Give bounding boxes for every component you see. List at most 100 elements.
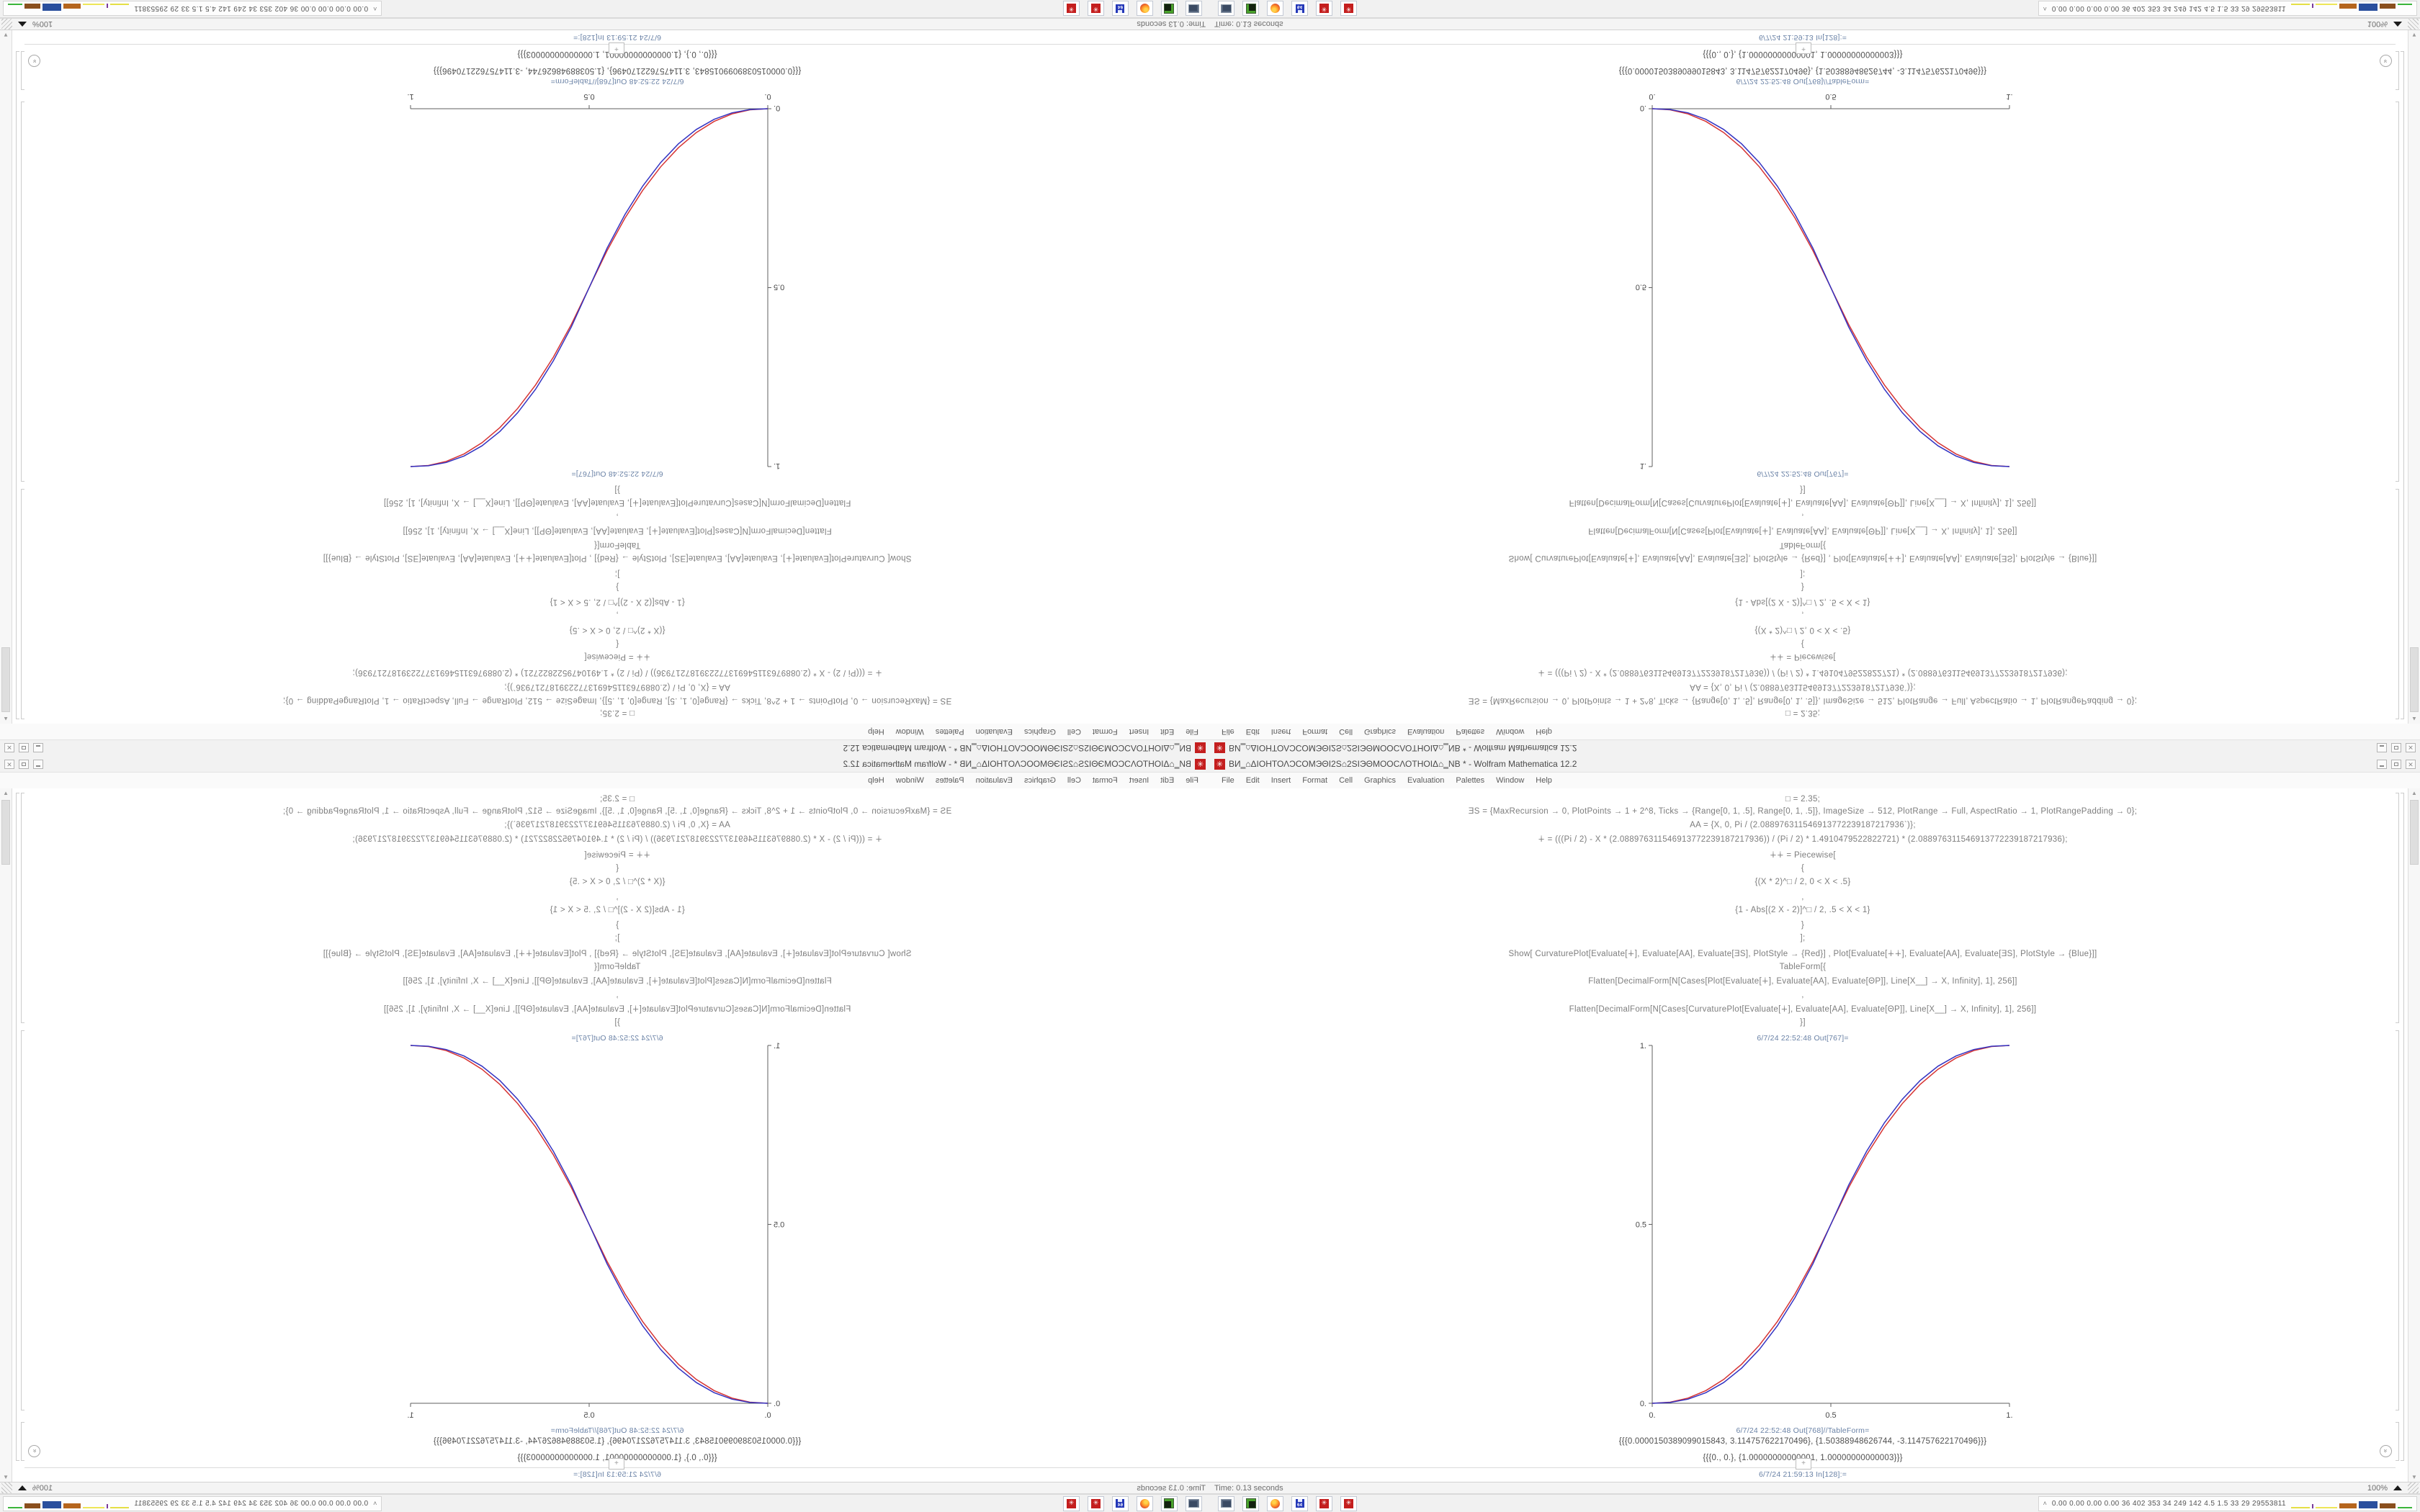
code-line[interactable]: {(X * 2)^□ / 2, 0 < X < .5} xyxy=(569,878,666,886)
menu-edit[interactable]: Edit xyxy=(1245,727,1260,736)
code-line[interactable]: } xyxy=(615,921,619,930)
taskbar-button[interactable] xyxy=(1242,1,1259,17)
menu-cell[interactable]: Cell xyxy=(1339,776,1353,785)
scroll-up-icon[interactable]: ▲ xyxy=(3,716,9,722)
code-line[interactable]: □ = 2.35; xyxy=(1785,795,1821,804)
menu-window[interactable]: Window xyxy=(1496,727,1525,736)
menu-graphics[interactable]: Graphics xyxy=(1364,776,1397,785)
code-line[interactable]: TableForm[{ xyxy=(593,963,641,971)
notebook-area[interactable]: □ = 2.35; ƎЅ = {MaxRecursion → 0, PlotPo… xyxy=(1210,30,2420,724)
code-line[interactable]: ]; xyxy=(614,570,620,578)
code-line[interactable]: Flatten[DecimalForm[N[Cases[CurvaturePlo… xyxy=(1569,498,2037,507)
close-icon[interactable] xyxy=(4,743,14,753)
taskbar-button[interactable]: ✳ xyxy=(1088,1,1104,17)
output-cell-bracket[interactable] xyxy=(21,51,24,90)
code-line[interactable]: , xyxy=(1801,611,1804,619)
code-line[interactable]: ΑΑ = {X, 0, Pi / (2.08897631154691377223… xyxy=(504,683,730,691)
menu-graphics[interactable]: Graphics xyxy=(1023,727,1056,736)
taskbar-button[interactable]: ✳ xyxy=(1340,1495,1357,1511)
scroll-up-icon[interactable]: ▲ xyxy=(3,790,9,796)
code-line[interactable]: , xyxy=(616,893,619,901)
insert-plus-icon[interactable]: + xyxy=(609,42,624,54)
close-icon[interactable] xyxy=(2406,743,2416,753)
output-cell-bracket[interactable] xyxy=(2396,1030,2399,1410)
code-line[interactable]: { xyxy=(1801,639,1805,648)
output-cell-bracket[interactable] xyxy=(21,1422,24,1461)
menu-graphics[interactable]: Graphics xyxy=(1023,776,1056,785)
system-tray[interactable]: ˄ 0.00 0.00 0.00 0.00 36 402 353 34 249 … xyxy=(2038,1495,2417,1511)
taskbar-button[interactable] xyxy=(1137,1495,1153,1511)
menu-file[interactable]: File xyxy=(1186,727,1198,736)
menu-help[interactable]: Help xyxy=(1536,727,1552,736)
close-icon[interactable] xyxy=(4,759,14,769)
taskbar-button[interactable] xyxy=(1137,1,1153,17)
taskbar-button[interactable] xyxy=(1218,1495,1234,1511)
maximize-icon[interactable] xyxy=(2391,743,2401,753)
code-line[interactable]: , xyxy=(1801,991,1804,999)
minimize-icon[interactable] xyxy=(2377,759,2387,769)
code-line[interactable]: ∔ = (((Pi / 2) - X * (2.0889763115469137… xyxy=(352,668,882,677)
zoom-level[interactable]: 100% xyxy=(2367,1483,2388,1493)
code-line[interactable]: Flatten[DecimalForm[N[Cases[CurvaturePlo… xyxy=(383,498,851,507)
insert-plus-icon[interactable]: + xyxy=(1796,1458,1811,1470)
system-tray[interactable]: ˄ 0.00 0.00 0.00 0.00 36 402 353 34 249 … xyxy=(2038,1,2417,17)
taskbar-button[interactable]: ✳ xyxy=(1063,1,1080,17)
titlebar[interactable]: ✳ ВИ‗⌂ΔΙΟΗΤΟΛϽϹΟΜЭΘΙ2Ѕ⌂2ЅΙЭΘΜΟΟϹΛΟΤΗΟΙΔ⌂… xyxy=(1210,739,2420,756)
code-line[interactable]: {1 - Abs[(2 X - 2)]^□ / 2, .5 < X < 1} xyxy=(1735,906,1870,914)
resize-grip-icon[interactable] xyxy=(2408,19,2419,30)
output-cell-bracket[interactable] xyxy=(21,1030,24,1410)
maximize-icon[interactable] xyxy=(2391,759,2401,769)
taskbar-button[interactable]: ✳ xyxy=(1316,1495,1332,1511)
resize-grip-icon[interactable] xyxy=(1,1482,12,1493)
menu-evaluation[interactable]: Evaluation xyxy=(1407,727,1445,736)
code-line[interactable]: ΑΑ = {X, 0, Pi / (2.08897631154691377223… xyxy=(1690,683,1916,691)
menu-insert[interactable]: Insert xyxy=(1270,776,1291,785)
code-line[interactable]: }] xyxy=(614,485,620,494)
taskbar-button[interactable]: 64 xyxy=(1112,1,1129,17)
code-line[interactable]: ∔ = (((Pi / 2) - X * (2.0889763115469137… xyxy=(1538,835,2068,844)
cell-group-bracket[interactable] xyxy=(2401,51,2404,719)
code-line[interactable]: ∔∔ = Piecewise[ xyxy=(584,652,650,661)
menu-evaluation[interactable]: Evaluation xyxy=(975,727,1013,736)
output-cell-bracket[interactable] xyxy=(2396,51,2399,90)
scroll-up-icon[interactable]: ▲ xyxy=(2411,790,2417,796)
titlebar[interactable]: ✳ ВИ‗⌂ΔΙΟΗΤΟΛϽϹΟΜЭΘΙ2Ѕ⌂2ЅΙЭΘΜΟΟϹΛΟΤΗΟΙΔ⌂… xyxy=(1210,756,2420,773)
system-tray[interactable]: ˄ 0.00 0.00 0.00 0.00 36 402 353 34 249 … xyxy=(3,1,382,17)
taskbar-button[interactable]: ✳ xyxy=(1063,1495,1080,1511)
tray-chevron-icon[interactable]: ˄ xyxy=(2043,5,2047,12)
titlebar[interactable]: ✳ ВИ‗⌂ΔΙΟΗΤΟΛϽϹΟΜЭΘΙ2Ѕ⌂2ЅΙЭΘΜΟΟϹΛΟΤΗΟΙΔ⌂… xyxy=(0,739,1210,756)
code-line[interactable]: , xyxy=(1801,893,1804,901)
code-line[interactable]: Show[ CurvaturePlot[Evaluate[∔], Evaluat… xyxy=(323,950,912,958)
output-cell-bracket[interactable] xyxy=(21,102,24,482)
menu-window[interactable]: Window xyxy=(1496,776,1525,785)
menu-file[interactable]: File xyxy=(1222,776,1234,785)
zoom-triangle-icon[interactable] xyxy=(18,22,27,27)
menu-format[interactable]: Format xyxy=(1302,776,1328,785)
double-chevron-down-icon[interactable]: » xyxy=(28,55,40,67)
taskbar-button[interactable]: ✳ xyxy=(1088,1495,1104,1511)
code-line[interactable]: ∔ = (((Pi / 2) - X * (2.0889763115469137… xyxy=(1538,668,2068,677)
tray-chevron-icon[interactable]: ˄ xyxy=(373,1500,377,1507)
zoom-triangle-icon[interactable] xyxy=(18,1485,27,1490)
menu-palettes[interactable]: Palettes xyxy=(1456,727,1485,736)
taskbar-button[interactable]: 64 xyxy=(1291,1,1308,17)
minimize-icon[interactable] xyxy=(2377,743,2387,753)
code-line[interactable]: }] xyxy=(1800,485,1806,494)
code-line[interactable]: , xyxy=(616,611,619,619)
cell-group-bracket[interactable] xyxy=(16,793,19,1461)
menu-palettes[interactable]: Palettes xyxy=(1456,776,1485,785)
menu-cell[interactable]: Cell xyxy=(1067,776,1081,785)
vertical-scrollbar[interactable]: ▲ ▼ xyxy=(0,788,12,1482)
zoom-level[interactable]: 100% xyxy=(2367,19,2388,29)
notebook-area[interactable]: □ = 2.35; ƎЅ = {MaxRecursion → 0, PlotPo… xyxy=(0,788,1210,1482)
code-line[interactable]: ΑΑ = {X, 0, Pi / (2.08897631154691377223… xyxy=(504,821,730,829)
zoom-triangle-icon[interactable] xyxy=(2393,22,2402,27)
scroll-down-icon[interactable]: ▼ xyxy=(3,32,9,38)
menu-window[interactable]: Window xyxy=(895,727,924,736)
input-cell-bracket[interactable] xyxy=(2396,489,2399,719)
vertical-scrollbar[interactable]: ▲ ▼ xyxy=(2408,788,2420,1482)
vertical-scrollbar[interactable]: ▲ ▼ xyxy=(2408,30,2420,724)
code-line[interactable]: { xyxy=(1801,864,1805,873)
output-cell-bracket[interactable] xyxy=(2396,1422,2399,1461)
notebook-area[interactable]: □ = 2.35; ƎЅ = {MaxRecursion → 0, PlotPo… xyxy=(1210,788,2420,1482)
